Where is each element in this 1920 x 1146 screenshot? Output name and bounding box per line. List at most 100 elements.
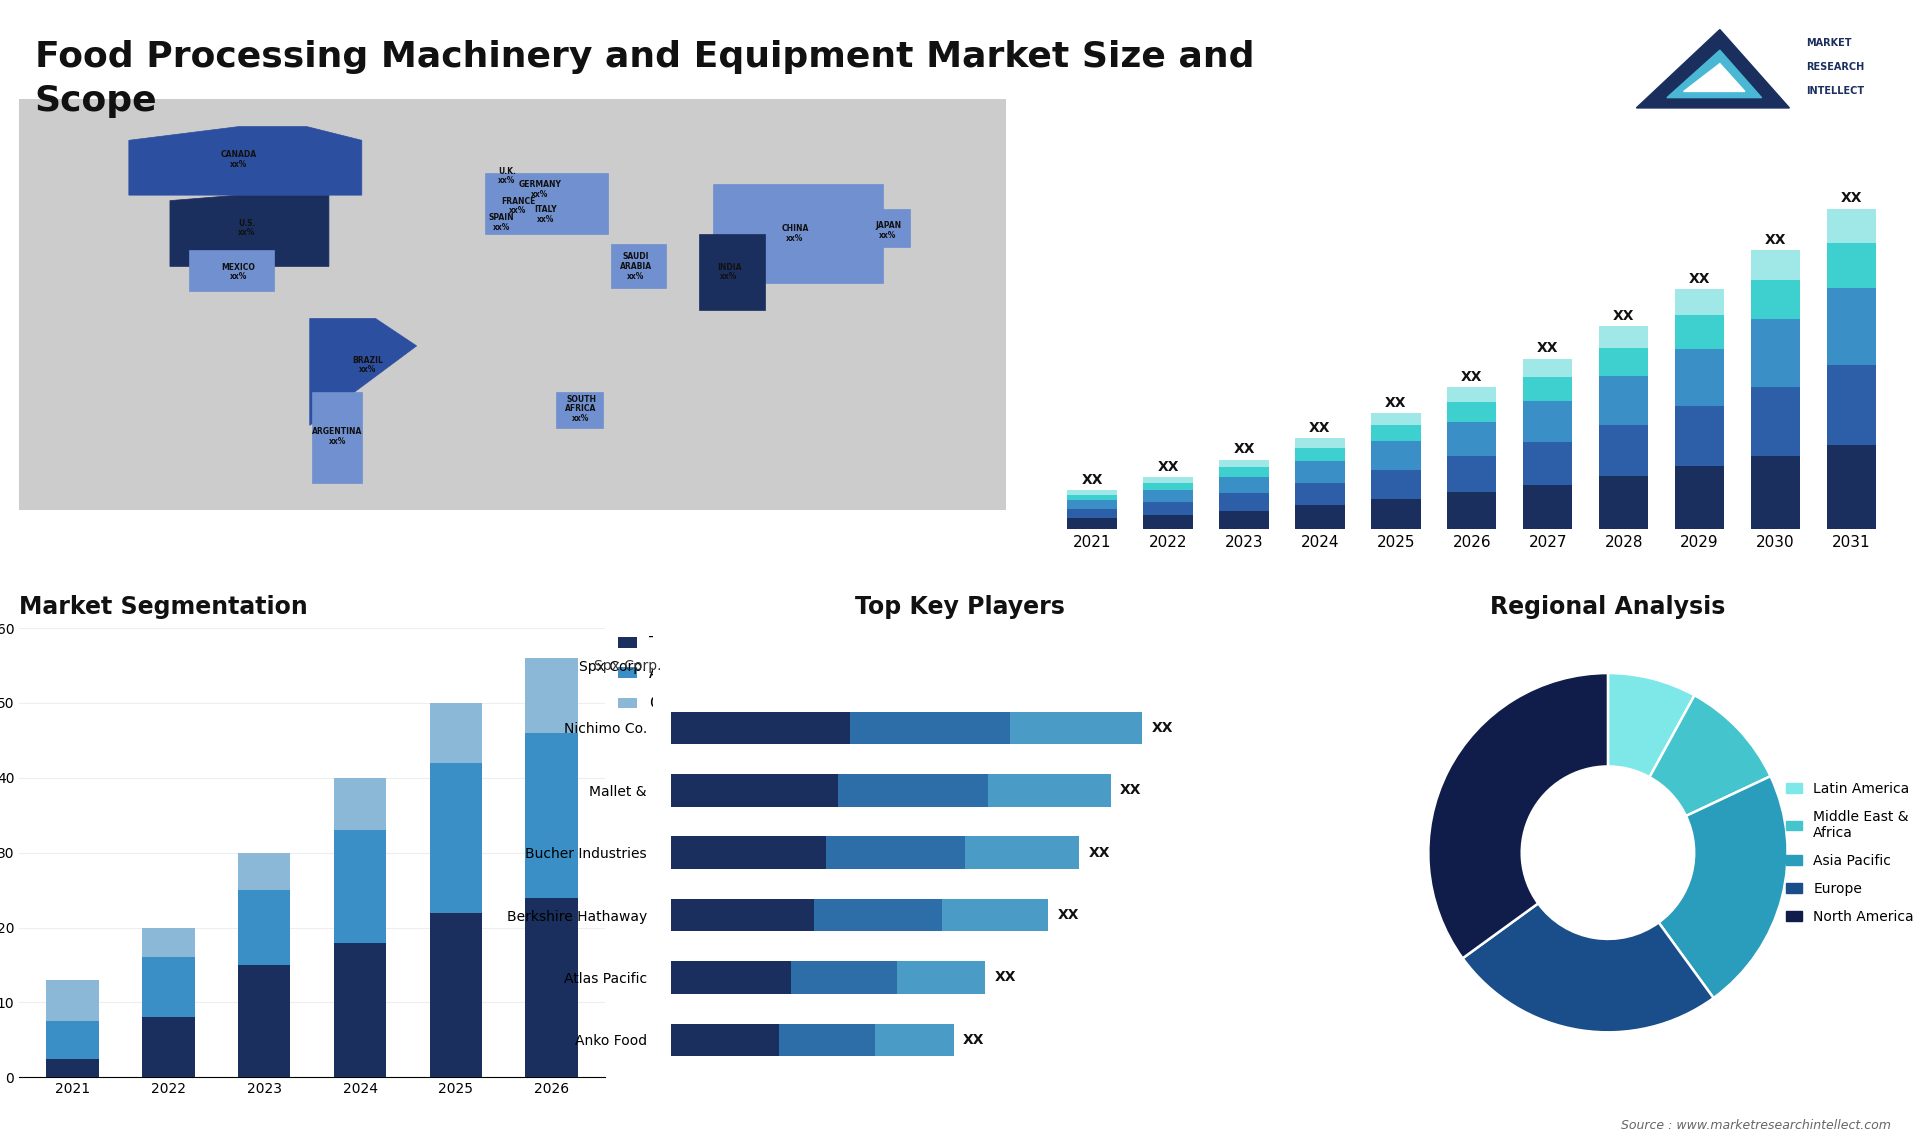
Bar xyxy=(1674,348,1724,407)
Bar xyxy=(1826,288,1876,366)
Text: SPAIN
xx%: SPAIN xx% xyxy=(490,213,515,231)
Bar xyxy=(1371,425,1421,441)
Bar xyxy=(876,1023,954,1055)
Text: XX: XX xyxy=(1089,846,1110,860)
Text: CANADA
xx%: CANADA xx% xyxy=(221,150,257,168)
Text: XX: XX xyxy=(1613,308,1634,323)
Bar xyxy=(1674,466,1724,529)
Text: XX: XX xyxy=(1461,370,1482,384)
Bar xyxy=(334,830,386,942)
Polygon shape xyxy=(611,244,666,289)
Text: Market Segmentation: Market Segmentation xyxy=(19,595,307,619)
Polygon shape xyxy=(309,319,417,425)
Bar xyxy=(1144,490,1192,502)
Polygon shape xyxy=(866,209,910,248)
Bar xyxy=(1751,250,1801,281)
Title: Top Key Players: Top Key Players xyxy=(854,595,1066,619)
Bar xyxy=(1296,482,1344,505)
Bar xyxy=(1068,495,1117,500)
Bar xyxy=(1599,325,1649,347)
Bar xyxy=(1523,401,1572,442)
Bar xyxy=(672,1023,780,1055)
Bar xyxy=(1010,712,1142,744)
Text: XX: XX xyxy=(1384,395,1407,410)
Bar xyxy=(839,774,987,807)
Wedge shape xyxy=(1428,673,1607,958)
Bar xyxy=(46,1059,98,1077)
Bar xyxy=(1599,425,1649,476)
Wedge shape xyxy=(1463,903,1713,1033)
Bar xyxy=(1219,460,1269,468)
Polygon shape xyxy=(190,250,275,291)
Bar xyxy=(1144,516,1192,529)
Text: Spx Corp.: Spx Corp. xyxy=(595,659,662,673)
Bar xyxy=(334,942,386,1077)
Wedge shape xyxy=(1649,696,1770,816)
Polygon shape xyxy=(1684,63,1745,92)
Bar xyxy=(780,1023,876,1055)
Title: Regional Analysis: Regional Analysis xyxy=(1490,595,1726,619)
Bar xyxy=(1523,442,1572,485)
Wedge shape xyxy=(1659,776,1788,998)
Text: GERMANY
xx%: GERMANY xx% xyxy=(518,180,561,199)
Wedge shape xyxy=(1607,673,1695,777)
Bar xyxy=(1448,456,1496,493)
Bar xyxy=(1448,387,1496,402)
Polygon shape xyxy=(699,234,764,311)
Bar xyxy=(1144,502,1192,516)
Bar xyxy=(1523,377,1572,401)
Bar xyxy=(1371,470,1421,499)
Text: XX: XX xyxy=(1119,784,1142,798)
Bar xyxy=(1219,511,1269,529)
Bar xyxy=(672,898,814,932)
Bar xyxy=(1448,402,1496,422)
Bar xyxy=(238,853,290,890)
Bar xyxy=(1826,243,1876,288)
Bar xyxy=(1219,494,1269,511)
Bar xyxy=(1068,500,1117,509)
Bar xyxy=(238,890,290,965)
Bar xyxy=(430,702,482,763)
Bar xyxy=(430,763,482,912)
Bar xyxy=(142,1018,194,1077)
Text: XX: XX xyxy=(1690,272,1711,285)
Bar xyxy=(943,898,1048,932)
Bar xyxy=(1751,456,1801,529)
Bar xyxy=(1599,476,1649,529)
Bar xyxy=(1826,445,1876,529)
Text: XX: XX xyxy=(1309,421,1331,434)
Bar xyxy=(672,837,826,869)
Bar xyxy=(1674,407,1724,466)
Bar xyxy=(334,778,386,830)
Bar xyxy=(851,712,1010,744)
Bar xyxy=(1826,366,1876,445)
Bar xyxy=(1674,289,1724,315)
Text: INTELLECT: INTELLECT xyxy=(1807,86,1864,96)
Polygon shape xyxy=(129,126,361,195)
Bar xyxy=(1371,413,1421,425)
Text: SOUTH
AFRICA
xx%: SOUTH AFRICA xx% xyxy=(564,394,597,423)
Bar xyxy=(987,774,1110,807)
Bar xyxy=(826,837,966,869)
Text: FRANCE
xx%: FRANCE xx% xyxy=(501,197,536,215)
Text: Source : www.marketresearchintellect.com: Source : www.marketresearchintellect.com xyxy=(1620,1120,1891,1132)
Text: JAPAN
xx%: JAPAN xx% xyxy=(876,221,900,241)
Bar xyxy=(526,897,578,1077)
Polygon shape xyxy=(486,173,609,234)
Bar xyxy=(1068,518,1117,529)
Polygon shape xyxy=(712,185,883,283)
Bar xyxy=(1371,441,1421,470)
Bar xyxy=(1751,281,1801,320)
Bar xyxy=(1296,438,1344,448)
Bar xyxy=(897,961,985,994)
Text: RESEARCH: RESEARCH xyxy=(1807,62,1864,72)
Bar xyxy=(1144,482,1192,490)
Polygon shape xyxy=(1667,50,1763,97)
Bar xyxy=(1448,422,1496,456)
Text: Food Processing Machinery and Equipment Market Size and
Scope: Food Processing Machinery and Equipment … xyxy=(35,40,1254,118)
Bar xyxy=(1068,509,1117,518)
Bar xyxy=(238,965,290,1077)
Bar xyxy=(791,961,897,994)
Text: ARGENTINA
xx%: ARGENTINA xx% xyxy=(311,427,363,446)
Polygon shape xyxy=(1636,30,1789,108)
